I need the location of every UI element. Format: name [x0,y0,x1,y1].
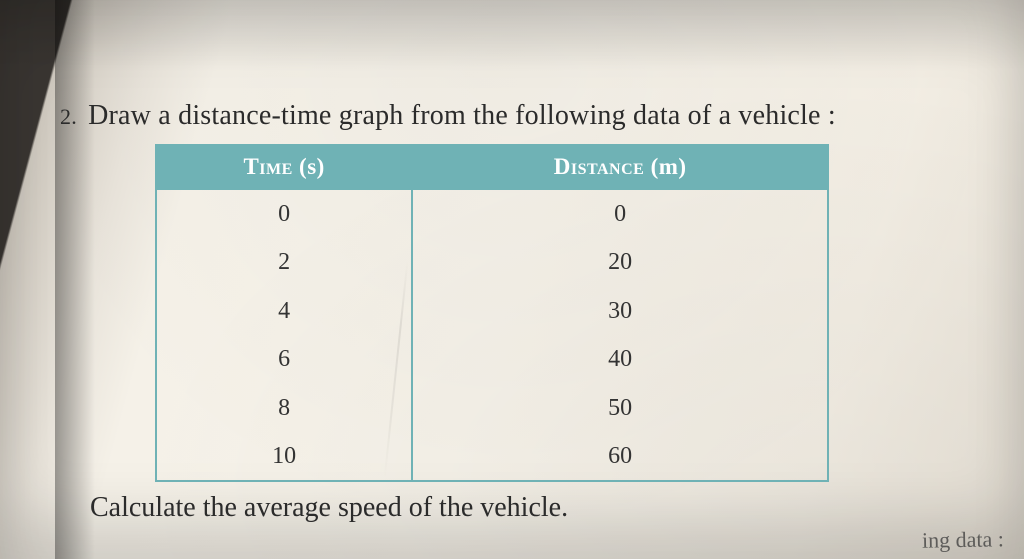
textbook-page: 2. Draw a distance-time graph from the f… [0,0,1024,559]
cell-time: 2 [157,238,412,286]
cell-distance: 50 [412,384,827,432]
cell-time: 0 [157,190,412,238]
footer-instruction: Calculate the average speed of the vehic… [90,492,990,524]
cropped-text-fragment: ing data : [922,526,1004,553]
cell-time: 6 [157,335,412,383]
table-row: 0 0 [157,190,827,238]
cell-time: 8 [157,384,412,432]
question-number: 2. [60,104,77,129]
cell-time: 4 [157,287,412,335]
cell-distance: 0 [412,190,827,238]
table-row: 8 50 [157,384,827,432]
table-row: 2 20 [157,238,827,286]
cell-distance: 30 [412,287,827,335]
page-content: 2. Draw a distance-time graph from the f… [60,100,990,524]
table-row: 4 30 [157,287,827,335]
distance-time-table: Time (s) Distance (m) 0 0 [157,146,827,480]
column-header-time: Time (s) [157,146,412,190]
page-top-shadow [0,0,1024,70]
cell-distance: 40 [412,335,827,383]
cell-distance: 20 [412,238,827,286]
column-header-distance: Distance (m) [412,146,827,190]
cell-distance: 60 [412,432,827,480]
cell-time: 10 [157,432,412,480]
table-row: 6 40 [157,335,827,383]
question-text: 2. Draw a distance-time graph from the f… [60,100,990,132]
table-row: 10 60 [157,432,827,480]
question-body: Draw a distance-time graph from the foll… [88,100,836,131]
data-table-container: Time (s) Distance (m) 0 0 [155,144,829,482]
